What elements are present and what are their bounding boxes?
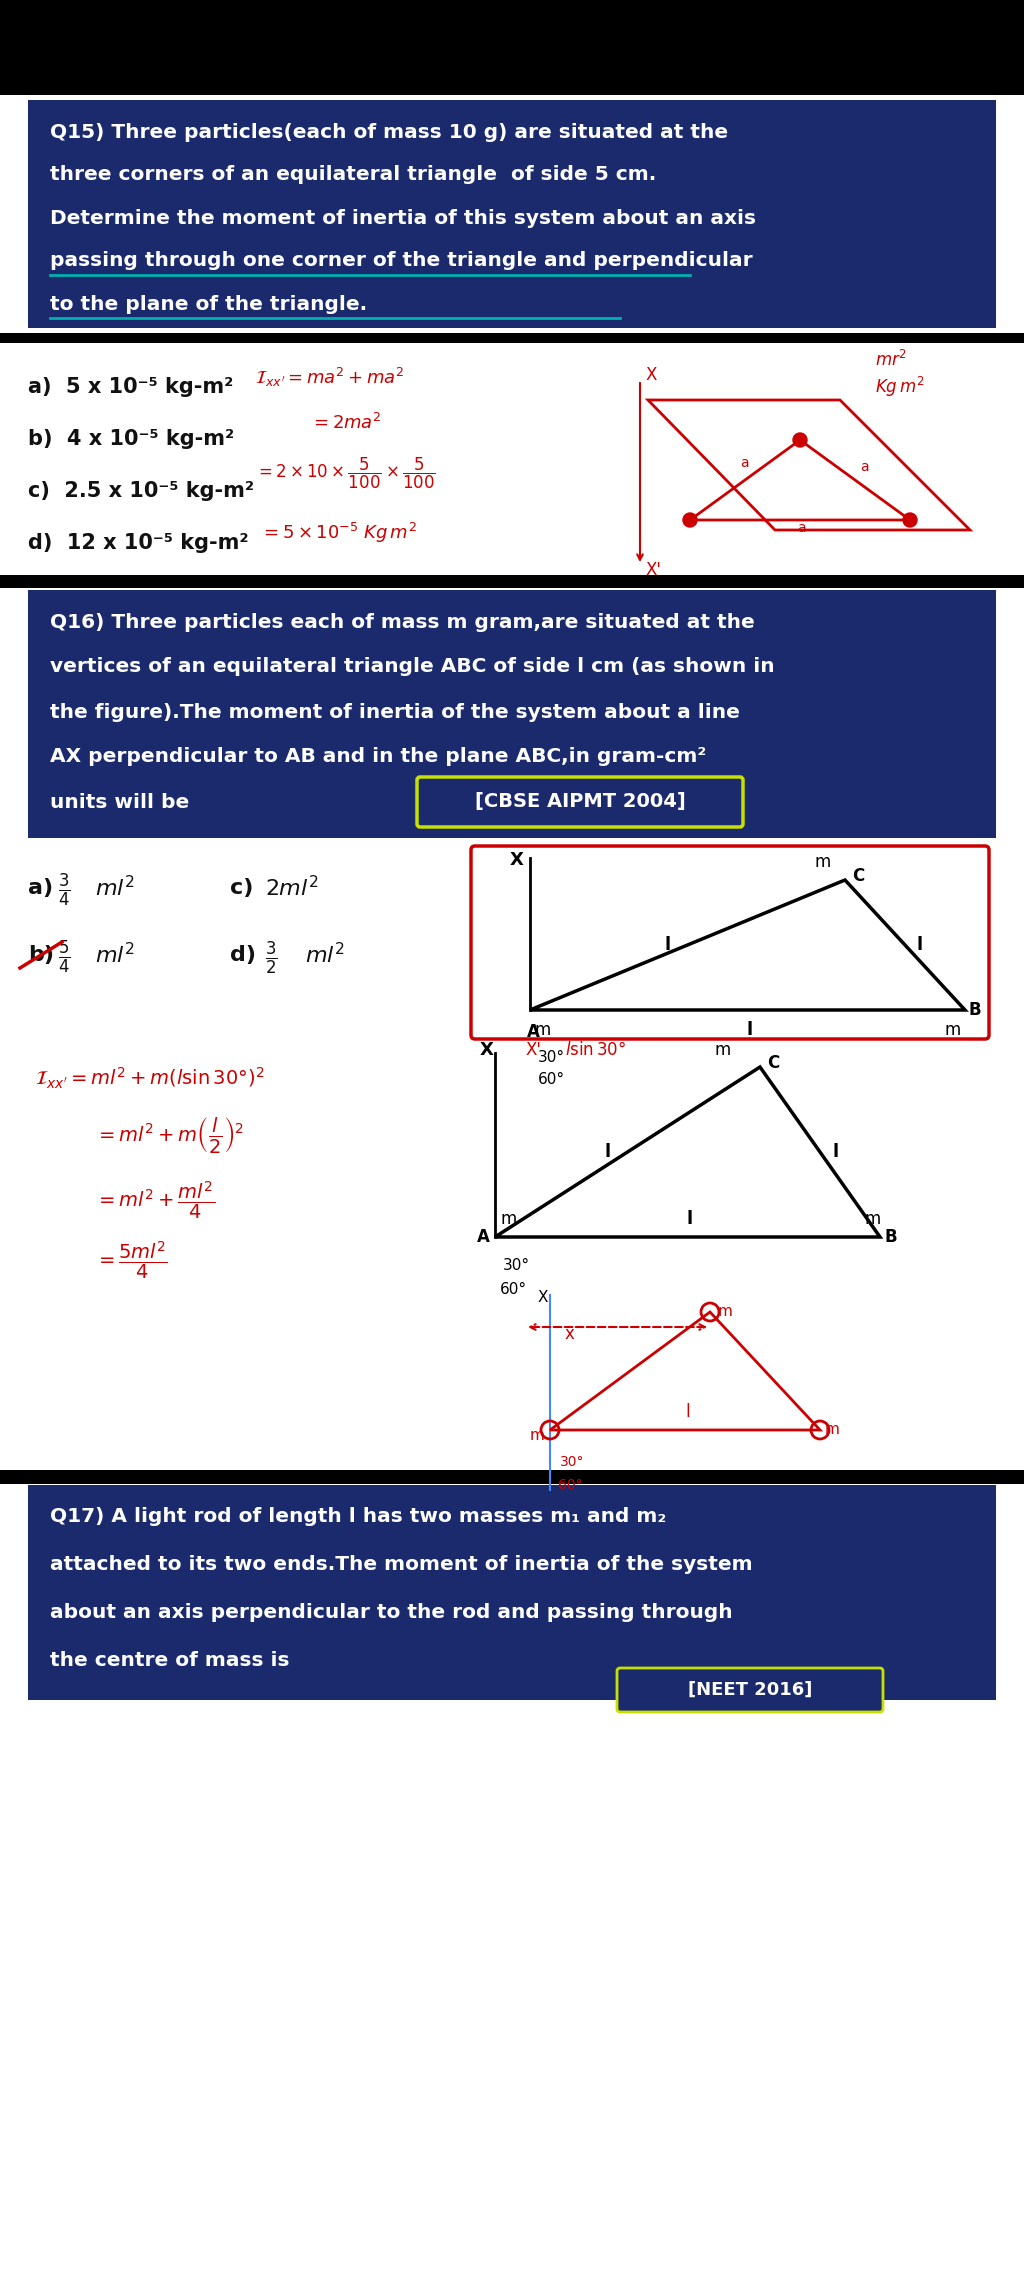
Text: 60°: 60° <box>558 1479 583 1493</box>
Text: c)  2.5 x 10⁻⁵ kg-m²: c) 2.5 x 10⁻⁵ kg-m² <box>28 480 254 501</box>
Text: l: l <box>918 935 923 953</box>
Text: Determine the moment of inertia of this system about an axis: Determine the moment of inertia of this … <box>50 208 756 229</box>
Text: m: m <box>535 1022 551 1040</box>
Text: AX perpendicular to AB and in the plane ABC,in gram-cm²: AX perpendicular to AB and in the plane … <box>50 748 707 766</box>
Text: l: l <box>746 1022 753 1040</box>
Text: the centre of mass is: the centre of mass is <box>50 1650 290 1671</box>
Text: the figure).The moment of inertia of the system about a line: the figure).The moment of inertia of the… <box>50 702 740 722</box>
Text: Q15) Three particles(each of mass 10 g) are situated at the: Q15) Three particles(each of mass 10 g) … <box>50 123 728 142</box>
FancyBboxPatch shape <box>471 846 989 1040</box>
Text: m: m <box>715 1040 731 1058</box>
Text: $mr^2$: $mr^2$ <box>874 350 907 370</box>
Text: [NEET 2016]: [NEET 2016] <box>688 1680 812 1698</box>
Text: x: x <box>565 1326 574 1342</box>
Text: 60°: 60° <box>500 1282 527 1296</box>
Text: $\frac{3}{4}$: $\frac{3}{4}$ <box>58 871 71 910</box>
Text: $2ml^2$: $2ml^2$ <box>265 876 318 901</box>
Text: $l\sin30°$: $l\sin30°$ <box>565 1040 626 1058</box>
Text: m: m <box>815 853 831 871</box>
Bar <box>28 1486 996 1701</box>
Text: $= ml^2+\dfrac{ml^2}{4}$: $= ml^2+\dfrac{ml^2}{4}$ <box>95 1180 215 1221</box>
Bar <box>28 590 996 839</box>
Text: a: a <box>740 455 749 471</box>
Text: $ml^2$: $ml^2$ <box>95 942 134 967</box>
Text: l: l <box>687 1209 693 1228</box>
Text: X: X <box>538 1292 549 1305</box>
Circle shape <box>903 512 918 528</box>
Text: a: a <box>797 521 806 535</box>
Circle shape <box>683 512 697 528</box>
FancyBboxPatch shape <box>617 1669 883 1712</box>
Text: l: l <box>685 1404 689 1422</box>
Text: A: A <box>477 1228 489 1246</box>
Text: [CBSE AIPMT 2004]: [CBSE AIPMT 2004] <box>475 793 685 812</box>
Text: m: m <box>865 1209 882 1228</box>
Text: b): b) <box>28 944 54 965</box>
Text: A: A <box>527 1024 540 1040</box>
Text: $= 2\times10\times\dfrac{5}{100}\times\dfrac{5}{100}$: $= 2\times10\times\dfrac{5}{100}\times\d… <box>255 455 436 491</box>
Text: a)  5 x 10⁻⁵ kg-m²: a) 5 x 10⁻⁵ kg-m² <box>28 377 233 398</box>
Text: l: l <box>665 935 671 953</box>
Text: 30°: 30° <box>503 1257 530 1273</box>
Text: l: l <box>605 1143 611 1161</box>
Text: 30°: 30° <box>560 1454 585 1470</box>
Bar <box>28 101 996 327</box>
Text: attached to its two ends.The moment of inertia of the system: attached to its two ends.The moment of i… <box>50 1554 753 1575</box>
Text: vertices of an equilateral triangle ABC of side l cm (as shown in: vertices of an equilateral triangle ABC … <box>50 658 774 677</box>
Text: X': X' <box>525 1040 541 1058</box>
Bar <box>0 1470 1024 1484</box>
Text: l: l <box>831 1143 838 1161</box>
Text: m: m <box>825 1422 840 1438</box>
Text: $= 2ma^2$: $= 2ma^2$ <box>310 414 381 432</box>
Text: about an axis perpendicular to the rod and passing through: about an axis perpendicular to the rod a… <box>50 1602 732 1623</box>
Text: units will be: units will be <box>50 793 189 812</box>
Text: Q17) A light rod of length l has two masses m₁ and m₂: Q17) A light rod of length l has two mas… <box>50 1506 667 1527</box>
Text: m: m <box>500 1209 516 1228</box>
Text: m: m <box>530 1426 545 1442</box>
Text: to the plane of the triangle.: to the plane of the triangle. <box>50 295 368 313</box>
Text: $= \dfrac{5ml^2}{4}$: $= \dfrac{5ml^2}{4}$ <box>95 1239 167 1280</box>
Bar <box>450 0 980 75</box>
Text: c): c) <box>230 878 253 898</box>
Text: B: B <box>969 1001 982 1020</box>
Text: $= 5\times10^{-5}\ Kg\,m^2$: $= 5\times10^{-5}\ Kg\,m^2$ <box>260 521 417 544</box>
Text: b)  4 x 10⁻⁵ kg-m²: b) 4 x 10⁻⁵ kg-m² <box>28 430 234 448</box>
Bar <box>0 334 1024 343</box>
Text: d)  12 x 10⁻⁵ kg-m²: d) 12 x 10⁻⁵ kg-m² <box>28 533 249 553</box>
Text: X: X <box>480 1040 494 1058</box>
Text: 30°: 30° <box>538 1052 565 1065</box>
Text: passing through one corner of the triangle and perpendicular: passing through one corner of the triang… <box>50 251 753 270</box>
Text: $\mathcal{I}_{xx^{\prime}}= ma^2+ma^2$: $\mathcal{I}_{xx^{\prime}}= ma^2+ma^2$ <box>255 366 404 389</box>
Bar <box>0 576 1024 588</box>
Text: $\frac{3}{2}$: $\frac{3}{2}$ <box>265 940 278 976</box>
Text: three corners of an equilateral triangle  of side 5 cm.: three corners of an equilateral triangle… <box>50 165 656 185</box>
Text: m: m <box>718 1305 733 1319</box>
Text: 60°: 60° <box>538 1072 565 1088</box>
Text: $= ml^2+m\left(\dfrac{l}{2}\right)^2$: $= ml^2+m\left(\dfrac{l}{2}\right)^2$ <box>95 1116 244 1154</box>
Text: Q16) Three particles each of mass m gram,are situated at the: Q16) Three particles each of mass m gram… <box>50 613 755 631</box>
Text: $ml^2$: $ml^2$ <box>305 942 345 967</box>
Text: m: m <box>945 1022 962 1040</box>
Text: X: X <box>645 366 656 384</box>
Text: a): a) <box>28 878 53 898</box>
Text: $ml^2$: $ml^2$ <box>95 876 134 901</box>
Text: C: C <box>767 1054 779 1072</box>
Text: $\frac{5}{4}$: $\frac{5}{4}$ <box>58 937 71 976</box>
Text: $\mathcal{I}_{xx^{\prime}}= ml^2+m\left(l\sin30°\right)^2$: $\mathcal{I}_{xx^{\prime}}= ml^2+m\left(… <box>35 1065 264 1090</box>
Text: a: a <box>860 459 868 473</box>
Circle shape <box>793 432 807 448</box>
Text: d): d) <box>230 944 256 965</box>
Bar <box>0 0 1024 96</box>
Text: B: B <box>884 1228 897 1246</box>
Text: $Kg\,m^2$: $Kg\,m^2$ <box>874 375 925 400</box>
Text: C: C <box>852 866 864 885</box>
Text: X: X <box>510 850 524 869</box>
FancyBboxPatch shape <box>417 777 743 828</box>
Text: X': X' <box>645 560 662 578</box>
